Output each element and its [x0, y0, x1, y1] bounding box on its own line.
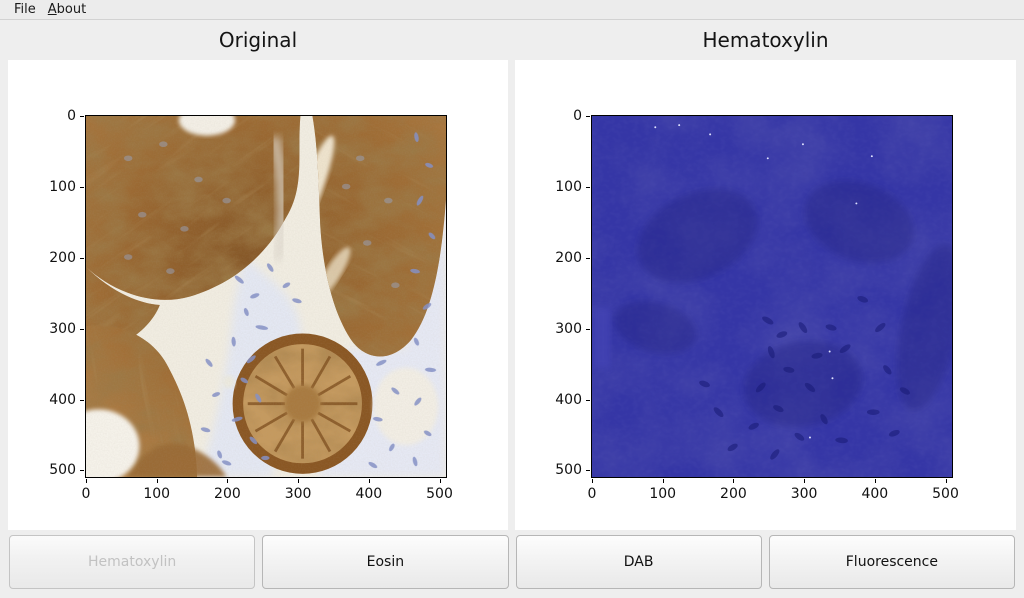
- y-tick-label: 0: [573, 108, 582, 124]
- y-tick-mark: [80, 399, 84, 401]
- panel-title-hematoxylin: Hematoxylin: [702, 28, 829, 52]
- y-tick-label: 300: [49, 320, 76, 337]
- x-tick-mark: [662, 479, 664, 483]
- x-tick-label: 200: [214, 486, 241, 502]
- x-tick-mark: [874, 479, 876, 483]
- original-figure-panel: 0 100 200 300 400 500 0 100 200 300 400 500: [8, 60, 508, 530]
- x-tick-label: 300: [790, 486, 818, 502]
- panel-title-original: Original: [218, 28, 298, 52]
- y-tick-mark: [80, 257, 84, 259]
- y-tick-mark: [80, 470, 84, 472]
- x-tick-mark: [86, 479, 87, 483]
- stain-button-bar: Hematoxylin Eosin DAB Fluorescence: [9, 535, 1015, 589]
- x-tick-mark: [156, 479, 158, 483]
- y-tick-label: 400: [555, 391, 582, 408]
- x-tick-label: 200: [720, 486, 747, 502]
- figure-panels-row: 0 100 200 300 400 500 0 100 200 300 400 500: [8, 60, 1016, 530]
- y-tick-mark: [80, 186, 84, 188]
- fluorescence-button[interactable]: Fluorescence: [768, 535, 1015, 589]
- eosin-button[interactable]: Eosin: [262, 535, 509, 589]
- x-tick-mark: [592, 479, 593, 483]
- y-tick-mark: [80, 328, 84, 330]
- x-tick-label: 400: [355, 486, 383, 502]
- dab-button[interactable]: DAB: [515, 535, 762, 589]
- menu-about-mnemonic: A: [47, 2, 57, 17]
- dark-tissue-blotches: [614, 180, 952, 427]
- x-tick-label: 0: [587, 486, 597, 502]
- x-tick-label: 100: [143, 486, 171, 502]
- y-tick-mark: [586, 116, 590, 117]
- original-plot-axes: 0 100 200 300 400 500 0 100 200 300 400 500: [49, 109, 453, 501]
- y-tick-mark: [586, 470, 590, 472]
- bright-specks: [654, 124, 873, 439]
- y-tick-label: 300: [555, 320, 582, 337]
- y-tick-mark: [80, 116, 84, 117]
- x-tick-mark: [298, 479, 300, 483]
- hematoxylin-button: Hematoxylin: [9, 535, 256, 589]
- x-tick-mark: [733, 479, 735, 483]
- menubar: File About: [0, 0, 1024, 20]
- y-tick-mark: [586, 186, 590, 188]
- menu-file[interactable]: File: [14, 2, 36, 17]
- dark-nuclei: [699, 296, 910, 460]
- x-tick-mark: [368, 479, 370, 483]
- y-tick-mark: [586, 257, 590, 259]
- y-tick-label: 500: [555, 462, 582, 479]
- y-tick-label: 500: [49, 462, 76, 479]
- original-ihc-image: [86, 116, 446, 477]
- y-tick-label: 400: [49, 391, 76, 408]
- x-tick-label: 400: [861, 486, 889, 502]
- y-tick-mark: [586, 328, 590, 330]
- y-tick-label: 200: [555, 249, 582, 266]
- panel-titles-row: Original Hematoxylin: [8, 20, 1016, 60]
- x-tick-label: 0: [81, 486, 91, 502]
- x-tick-label: 500: [932, 486, 959, 502]
- menu-about-rest: bout: [56, 2, 87, 17]
- x-tick-mark: [804, 479, 806, 483]
- x-tick-label: 500: [426, 486, 453, 502]
- x-tick-mark: [439, 479, 441, 483]
- y-tick-label: 100: [555, 178, 582, 195]
- x-tick-mark: [227, 479, 229, 483]
- y-tick-label: 0: [67, 108, 76, 124]
- x-tick-label: 100: [649, 486, 677, 502]
- x-tick-label: 300: [284, 486, 312, 502]
- hematoxylin-plot-axes: 0 100 200 300 400 500 0 100 200 300 400 500: [555, 109, 959, 501]
- y-tick-label: 100: [49, 178, 76, 195]
- hematoxylin-figure-panel: 0 100 200 300 400 500 0 100 200 300 400 500: [515, 60, 1016, 530]
- hematoxylin-channel-image: [592, 116, 952, 477]
- y-tick-label: 200: [49, 249, 76, 266]
- y-tick-mark: [586, 399, 590, 401]
- menu-about[interactable]: About: [42, 1, 92, 18]
- x-tick-mark: [945, 479, 947, 483]
